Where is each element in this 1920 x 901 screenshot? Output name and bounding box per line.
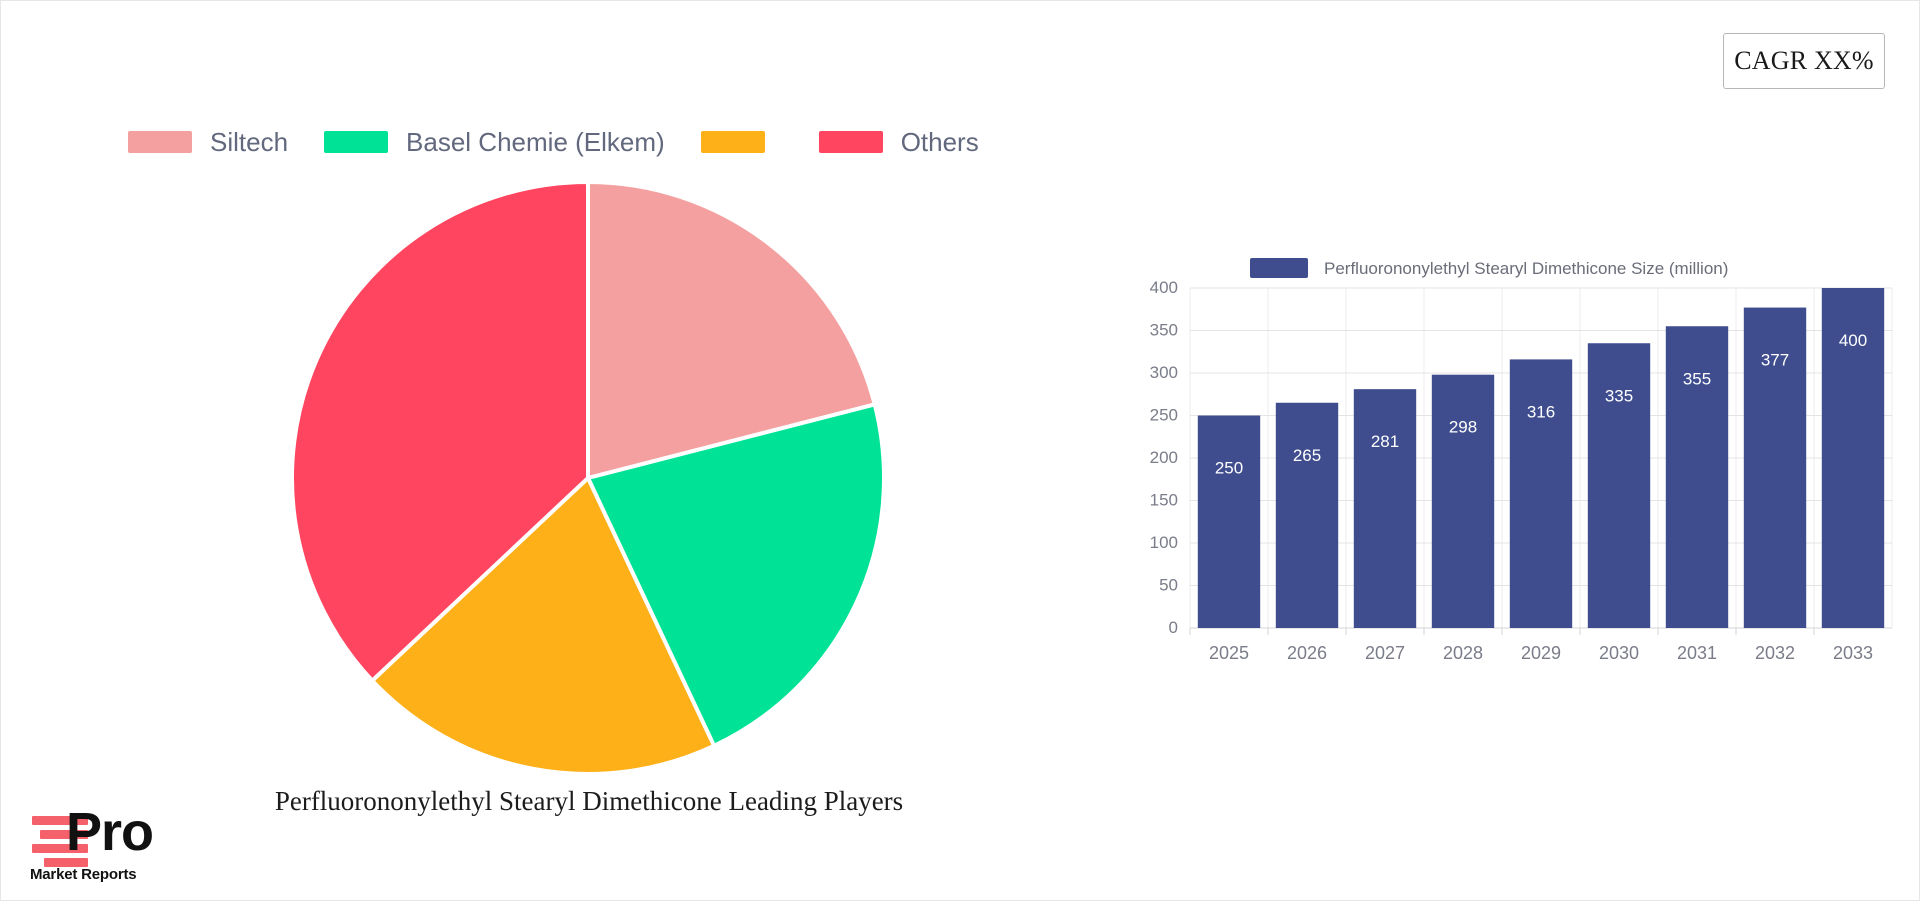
bar-y-axis-ticks: 0 50 100 150 200 250 300 350 400	[1150, 280, 1178, 637]
bar[interactable]	[1743, 307, 1807, 628]
bar-value-label: 355	[1683, 369, 1711, 388]
x-tick-label: 2033	[1833, 643, 1873, 663]
x-tick-label: 2027	[1365, 643, 1405, 663]
logo-tagline: Market Reports	[30, 866, 137, 883]
logo-speedline-icon-4	[44, 858, 88, 867]
legend-swatch-market-size	[1250, 258, 1308, 278]
bar[interactable]	[1353, 389, 1417, 628]
legend-label-siltech: Siltech	[210, 127, 289, 157]
bar-value-label: 335	[1605, 386, 1633, 405]
bar[interactable]	[1821, 288, 1885, 628]
bar[interactable]	[1197, 415, 1261, 629]
y-tick-label: 100	[1150, 533, 1178, 552]
y-tick-label: 150	[1150, 491, 1178, 510]
bar-value-label: 316	[1527, 402, 1555, 421]
brand-logo[interactable]: Pro Market Reports	[28, 805, 178, 883]
legend-swatch-unlabeled	[700, 131, 765, 153]
legend-item-others[interactable]: Others	[818, 127, 979, 157]
pie-slice[interactable]	[290, 180, 590, 684]
y-tick-label: 300	[1150, 363, 1178, 382]
legend-label-market-size: Perfluorononylethyl Stearyl Dimethicone …	[1324, 258, 1729, 278]
y-tick-label: 250	[1150, 406, 1178, 425]
x-tick-label: 2026	[1287, 643, 1327, 663]
x-tick-label: 2032	[1755, 643, 1795, 663]
logo-name: Pro	[66, 802, 154, 862]
y-tick-label: 400	[1150, 280, 1178, 297]
legend-item-siltech[interactable]: Siltech	[128, 129, 288, 155]
x-tick-label: 2028	[1443, 643, 1483, 663]
bar-legend[interactable]: Perfluorononylethyl Stearyl Dimethicone …	[1250, 258, 1728, 278]
pie-legend: Siltech Basel Chemie (Elkem) Others	[128, 126, 1015, 158]
legend-label-others: Others	[900, 127, 979, 157]
bar-chart-panel: Perfluorononylethyl Stearyl Dimethicone …	[1130, 230, 1900, 710]
legend-label-basel-chemie: Basel Chemie (Elkem)	[406, 127, 665, 157]
legend-swatch-siltech	[128, 131, 192, 153]
pie-slice[interactable]	[586, 180, 878, 481]
pie-slice[interactable]	[585, 401, 886, 749]
pie-chart-title: Perfluorononylethyl Stearyl Dimethicone …	[274, 786, 904, 816]
legend-swatch-basel-chemie	[324, 131, 389, 153]
logo-speedline-icon-1	[32, 816, 88, 825]
bar-series: 250 265 281 298 316 335 355 377 400	[1197, 288, 1885, 629]
bar[interactable]	[1275, 402, 1339, 628]
bar-value-label: 298	[1449, 418, 1477, 437]
x-tick-label: 2029	[1521, 643, 1561, 663]
y-tick-label: 200	[1150, 448, 1178, 467]
legend-swatch-others	[818, 131, 883, 153]
bar[interactable]	[1431, 374, 1495, 628]
legend-item-basel-chemie[interactable]: Basel Chemie (Elkem)	[324, 129, 665, 155]
bar-value-label: 377	[1761, 351, 1789, 370]
bar-chart-svg[interactable]: 0 50 100 150 200 250 300 350 400 250 265 281 298 316…	[1130, 280, 1900, 680]
cagr-badge: CAGR XX%	[1723, 33, 1885, 89]
bar-value-label: 281	[1371, 432, 1399, 451]
x-tick-label: 2031	[1677, 643, 1717, 663]
bar-value-label: 250	[1215, 459, 1243, 478]
bar-value-label: 265	[1293, 446, 1321, 465]
y-tick-label: 350	[1150, 321, 1178, 340]
pie-chart-panel: Siltech Basel Chemie (Elkem) Others Perf…	[128, 126, 1015, 816]
bar-x-axis-ticks: 2025 2026 2027 2028 2029 2030 2031 2032 2033	[1189, 628, 1873, 663]
bar[interactable]	[1587, 343, 1651, 628]
y-tick-label: 0	[1169, 618, 1178, 637]
bar-value-label: 400	[1839, 331, 1867, 350]
logo-speedline-icon-3	[32, 844, 88, 853]
x-tick-label: 2025	[1209, 643, 1249, 663]
bar[interactable]	[1509, 359, 1573, 628]
pie-chart-svg	[290, 180, 886, 776]
pie-slice[interactable]	[369, 474, 717, 776]
logo-speedline-icon-2	[40, 830, 88, 839]
legend-item-unlabeled[interactable]	[700, 131, 783, 153]
x-tick-label: 2030	[1599, 643, 1639, 663]
y-tick-label: 50	[1159, 576, 1178, 595]
pie-chart[interactable]	[290, 180, 886, 776]
bar[interactable]	[1665, 326, 1729, 628]
